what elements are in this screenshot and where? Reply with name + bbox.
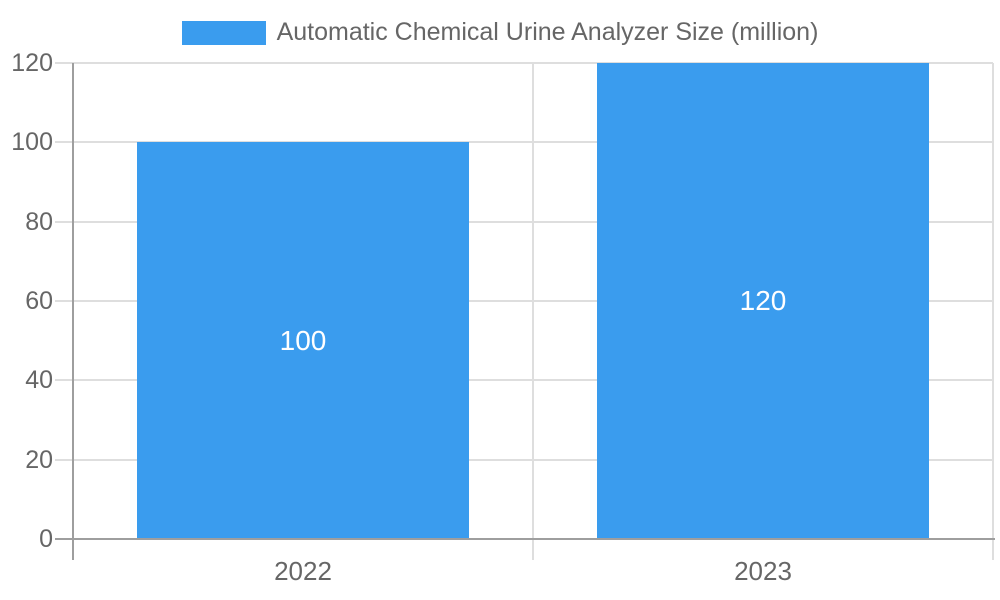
bar-2022[interactable]: 100 [137, 142, 469, 539]
y-axis-label-60: 60 [25, 287, 53, 315]
x-tick-2 [992, 539, 994, 560]
y-tick-60 [55, 300, 73, 302]
bar-value-label-2023: 120 [739, 285, 787, 316]
legend-item[interactable]: Automatic Chemical Urine Analyzer Size (… [0, 19, 1000, 46]
y-tick-120 [55, 62, 73, 64]
x-axis-label-2022: 2022 [274, 556, 332, 586]
y-axis-label-0: 0 [39, 525, 53, 553]
y-axis-label-80: 80 [25, 207, 53, 236]
x-axis-baseline [73, 538, 995, 540]
legend-label: Automatic Chemical Urine Analyzer Size (… [276, 18, 819, 46]
category-boundary-line [992, 63, 994, 539]
y-tick-40 [55, 379, 73, 382]
category-boundary-line [532, 63, 534, 539]
y-tick-100 [55, 141, 73, 144]
y-tick-80 [55, 220, 73, 223]
bar-value-label-2022: 100 [279, 324, 327, 356]
y-axis-label-20: 20 [25, 445, 53, 474]
y-axis-label-100: 100 [11, 128, 53, 157]
y-axis-label-120: 120 [11, 49, 53, 77]
y-tick-0 [55, 538, 73, 540]
y-tick-20 [55, 458, 73, 461]
x-tick-1 [532, 539, 534, 560]
legend-swatch [181, 20, 266, 45]
y-axis-line [72, 63, 74, 539]
y-axis-label-40: 40 [25, 366, 53, 395]
x-tick-0 [72, 539, 74, 560]
bar-2023[interactable]: 120 [597, 63, 929, 539]
x-axis-label-2023: 2023 [734, 556, 792, 586]
